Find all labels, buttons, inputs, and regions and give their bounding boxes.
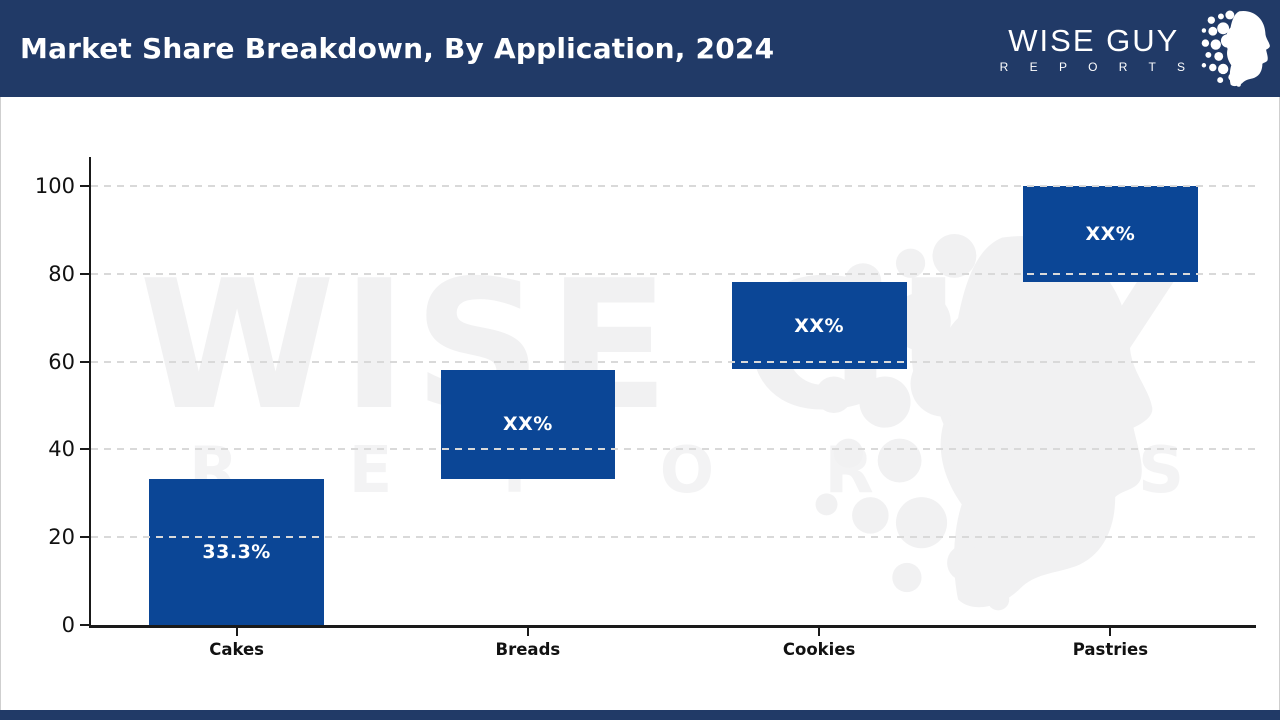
bar-cookies: XX% (731, 281, 907, 370)
footer-bar (0, 710, 1280, 720)
bar-value-label: XX% (794, 314, 845, 337)
bar-pastries: XX% (1023, 186, 1198, 282)
y-axis-tick-label: 0 (61, 613, 75, 637)
y-axis-tick-label: 80 (48, 261, 75, 286)
logo-text: WISE GUY R E P O R T S (994, 23, 1194, 74)
bar-value-label: 33.3% (202, 540, 271, 563)
gridline (91, 536, 1256, 539)
bar-value-label: XX% (1085, 222, 1136, 245)
wiseguy-head-icon (1201, 10, 1270, 87)
page-title: Market Share Breakdown, By Application, … (20, 32, 775, 65)
y-axis-tick-mark (80, 185, 89, 187)
logo-subtext: R E P O R T S (999, 59, 1194, 74)
y-axis-tick-mark (80, 272, 89, 275)
gridline (91, 360, 1256, 363)
x-axis-category-label: Breads (495, 640, 561, 659)
y-axis-tick-label: 40 (48, 437, 75, 462)
y-axis-tick-label: 20 (48, 525, 75, 550)
x-axis-tick-mark (526, 628, 529, 636)
x-axis-tick-mark (1109, 628, 1112, 636)
y-axis-tick-mark (80, 536, 89, 539)
x-axis-category-label: Pastries (1072, 640, 1149, 659)
y-axis-tick-label: 100 (34, 174, 75, 198)
plot-area: 0 20 40 60 80 100 33.3% Cakes XX% Breads XX% Cookie… (35, 157, 1256, 659)
x-axis-tick-mark (235, 628, 238, 636)
y-axis-tick-label: 60 (48, 349, 75, 374)
wiseguy-logo: WISE GUY R E P O R T S (994, 8, 1272, 90)
x-axis-category-label: Cakes (209, 640, 265, 659)
bar-cakes: 33.3% (149, 478, 324, 625)
logo-wordmark: WISE GUY (1008, 23, 1180, 59)
bar-value-label: XX% (502, 413, 553, 436)
x-axis-category-label: Cookies (782, 640, 856, 659)
y-axis-tick-mark (80, 360, 89, 363)
y-axis-tick-mark (80, 624, 89, 626)
chart-canvas: WISE GUY R E P O R T S 0 20 40 60 80 100 33.3%… (0, 97, 1280, 710)
y-axis-tick-mark (80, 448, 89, 451)
bar-breads: XX% (440, 369, 616, 479)
x-axis-tick-mark (818, 628, 821, 636)
header-bar: Market Share Breakdown, By Application, … (0, 0, 1280, 97)
gridline (91, 272, 1256, 275)
gridline (91, 448, 1256, 451)
gridline (91, 185, 1256, 187)
